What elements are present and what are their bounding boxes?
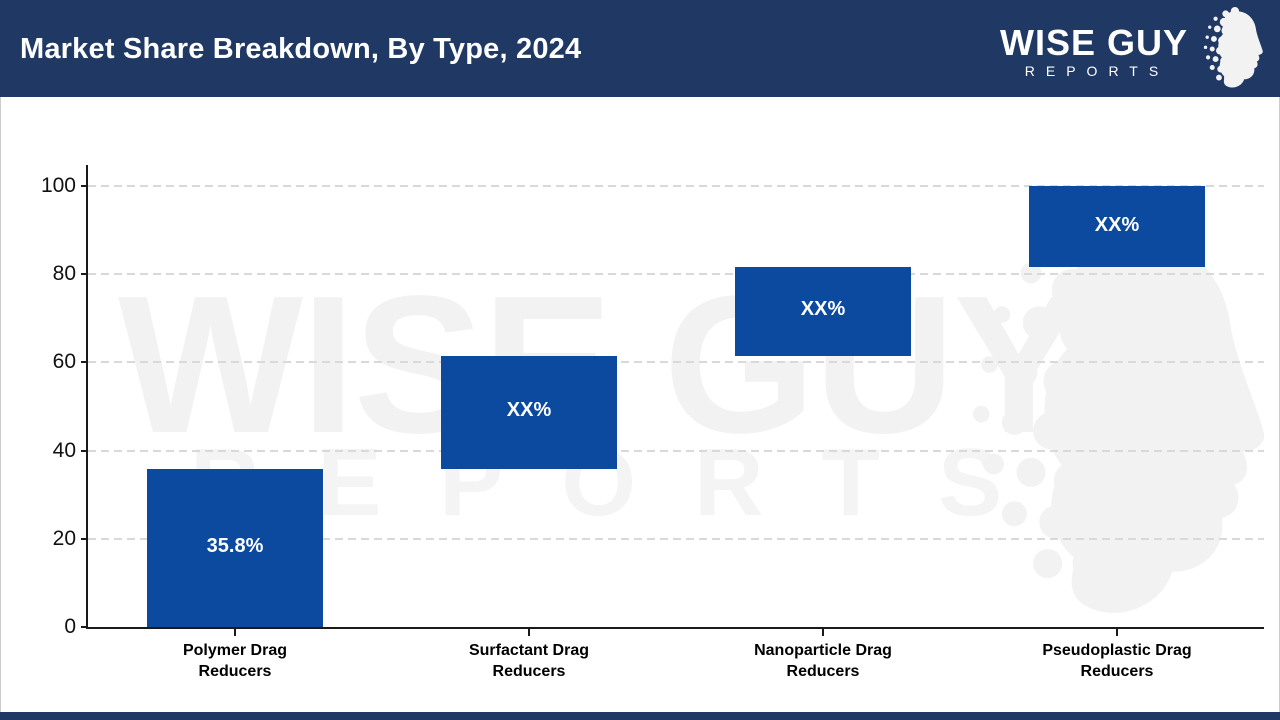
x-tick-mark xyxy=(822,629,824,636)
brand-subtitle: REPORTS xyxy=(1024,63,1170,79)
y-tick-mark-100 xyxy=(81,185,88,187)
wiseguy-head-icon xyxy=(1203,7,1263,88)
y-tick-mark-40 xyxy=(81,449,88,452)
left-border xyxy=(0,97,1,712)
y-gridline-20 xyxy=(88,537,1264,540)
y-gridline-40 xyxy=(88,449,1264,452)
x-axis-line xyxy=(86,627,1264,629)
y-gridline-60 xyxy=(88,361,1264,364)
brand-logo: WISE GUY REPORTS xyxy=(1000,5,1266,93)
brand-name: WISE GUY xyxy=(999,22,1188,63)
y-tick-label-80: 80 xyxy=(52,262,76,286)
y-gridline-100 xyxy=(88,185,1264,187)
y-axis-line xyxy=(86,165,88,629)
y-tick-mark-0 xyxy=(81,626,88,628)
y-tick-label-40: 40 xyxy=(52,438,76,462)
bar-segment xyxy=(441,355,617,470)
y-tick-mark-20 xyxy=(81,537,88,540)
y-gridline-80 xyxy=(88,273,1264,276)
y-tick-mark-60 xyxy=(81,361,88,364)
x-tick-mark xyxy=(1116,629,1118,636)
bar-value-label: XX% xyxy=(800,298,846,321)
bar-segment xyxy=(147,469,323,627)
x-category-label: Surfactant Drag Reducers xyxy=(468,642,590,680)
header-bar: Market Share Breakdown, By Type, 2024 WI… xyxy=(0,0,1280,97)
y-tick-mark-80 xyxy=(81,273,88,276)
x-category-label: Pseudoplastic Drag Reducers xyxy=(1042,642,1192,680)
bar-value-label: XX% xyxy=(506,399,552,422)
bar-segment xyxy=(735,267,911,356)
x-category-label: Nanoparticle Drag Reducers xyxy=(754,642,892,680)
y-tick-label-100: 100 xyxy=(40,174,76,197)
chart-title: Market Share Breakdown, By Type, 2024 xyxy=(20,33,582,65)
x-tick-mark xyxy=(234,629,236,636)
bar-value-label: 35.8% xyxy=(206,535,264,558)
x-tick-mark xyxy=(528,629,530,636)
footer-bar xyxy=(0,712,1280,720)
y-tick-label-0: 0 xyxy=(64,615,76,638)
x-category-label: Polymer Drag Reducers xyxy=(182,642,288,680)
y-tick-label-20: 20 xyxy=(52,526,76,550)
brand-logo-text: WISE GUY REPORTS xyxy=(999,22,1188,80)
y-tick-label-60: 60 xyxy=(52,350,76,374)
bar-value-label: XX% xyxy=(1094,213,1140,236)
